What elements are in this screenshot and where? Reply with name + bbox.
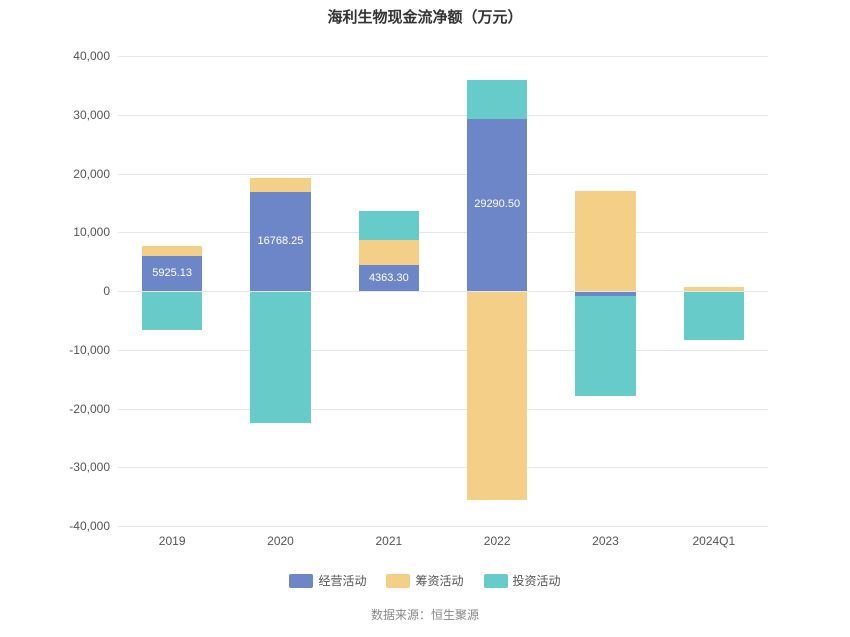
x-tick-label: 2019 [159,534,186,548]
bar-segment: 5925.13 [142,256,203,291]
legend-swatch [289,574,313,588]
legend-label: 经营活动 [318,572,366,589]
legend-item[interactable]: 投资活动 [484,572,561,589]
data-source-label: 数据来源：恒生聚源 [0,606,850,623]
chart-title: 海利生物现金流净额（万元） [0,6,850,27]
gridline [118,115,768,116]
y-tick-label: -30,000 [69,460,110,474]
bar-segment [250,291,311,423]
x-tick-label: 2023 [592,534,619,548]
bar-segment [142,246,203,257]
bar-segment [142,291,203,330]
gridline [118,409,768,410]
gridline [118,232,768,233]
gridline [118,56,768,57]
y-tick-label: -20,000 [69,402,110,416]
bar-value-label: 16768.25 [250,235,311,248]
y-tick-label: 10,000 [73,225,110,239]
bar-segment [467,291,528,500]
y-tick-label: 20,000 [73,167,110,181]
x-tick-label: 2024Q1 [692,534,735,548]
y-tick-label: -10,000 [69,343,110,357]
bar-segment: 4363.30 [359,265,420,291]
bar-segment [575,191,636,291]
legend-item[interactable]: 经营活动 [289,572,366,589]
bar-segment [467,80,528,119]
legend-label: 筹资活动 [415,572,463,589]
x-tick-label: 2021 [375,534,402,548]
bar-segment [575,296,636,396]
y-tick-label: 30,000 [73,108,110,122]
plot-area: -40,000-30,000-20,000-10,000010,00020,00… [118,56,768,526]
bar-segment [359,240,420,265]
gridline [118,291,768,292]
cashflow-chart: 海利生物现金流净额（万元） -40,000-30,000-20,000-10,0… [0,0,850,637]
bar-segment: 29290.50 [467,119,528,291]
y-tick-label: 40,000 [73,49,110,63]
y-tick-label: 0 [103,284,110,298]
bar-value-label: 29290.50 [467,198,528,211]
gridline [118,350,768,351]
bar-segment [359,211,420,240]
gridline [118,174,768,175]
legend-swatch [386,574,410,588]
x-tick-label: 2020 [267,534,294,548]
gridline [118,467,768,468]
x-tick-label: 2022 [484,534,511,548]
bar-segment [684,292,745,340]
gridline [118,526,768,527]
legend: 经营活动 筹资活动 投资活动 [0,572,850,593]
legend-swatch [484,574,508,588]
bar-value-label: 5925.13 [142,267,203,280]
legend-label: 投资活动 [513,572,561,589]
bar-value-label: 4363.30 [359,272,420,285]
y-tick-label: -40,000 [69,519,110,533]
legend-item[interactable]: 筹资活动 [386,572,463,589]
bar-segment: 16768.25 [250,192,311,291]
bar-segment [250,178,311,193]
